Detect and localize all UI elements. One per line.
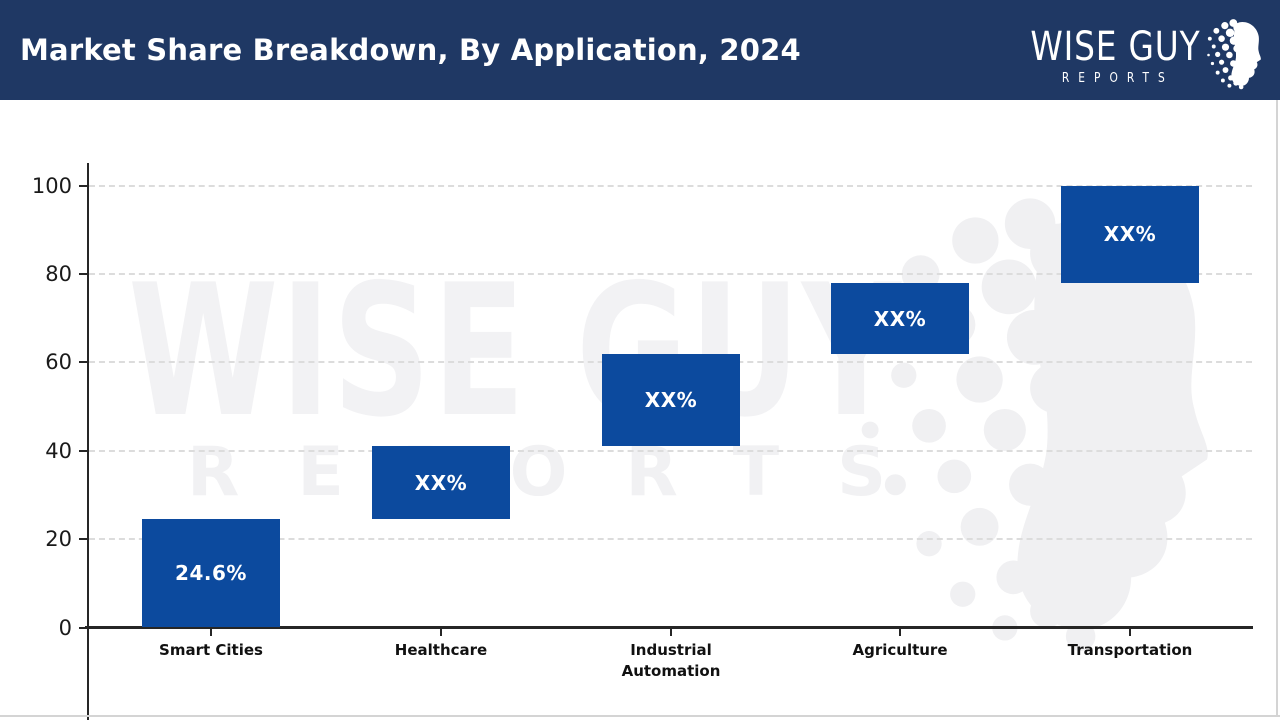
x-axis-tick <box>440 629 442 636</box>
x-axis-category-label-healthcare: Healthcare <box>394 641 488 659</box>
waterfall-bar-agriculture: XX% <box>831 282 969 355</box>
y-axis-tick <box>79 184 87 187</box>
logo-wordmark: WISE GUY <box>1029 24 1200 70</box>
y-axis-tick <box>79 449 87 452</box>
y-axis-line <box>87 163 89 720</box>
header-bar: Market Share Breakdown, By Application, … <box>0 0 1280 100</box>
chart-title: Market Share Breakdown, By Application, … <box>20 33 801 67</box>
x-axis-tick <box>899 629 901 636</box>
plot-area: WISE GUY REPORTS 0 20 40 60 80 100 24.6% XX% XX%… <box>0 100 1280 720</box>
waterfall-bar-smart-cities: 24.6% <box>142 518 280 628</box>
logo-sub-wordmark: REPORTS <box>1061 71 1174 86</box>
waterfall-bar-industrial-automation: XX% <box>602 354 740 447</box>
y-axis-tick <box>79 538 87 541</box>
chart-layer: 0 20 40 60 80 100 24.6% XX% XX% XX% XX% Smart Citie… <box>0 100 1280 720</box>
bar-value-label: XX% <box>1103 222 1157 247</box>
gridline-40 <box>89 449 1252 452</box>
watermark-wordmark: WISE GUY <box>128 245 903 457</box>
y-axis-tick <box>79 626 87 629</box>
bar-value-label: XX% <box>873 306 927 331</box>
y-axis-tick-label: 20 <box>45 527 72 552</box>
y-axis-tick-label: 60 <box>45 350 72 375</box>
x-axis-line <box>85 626 1253 629</box>
y-axis-tick <box>79 272 87 275</box>
y-axis-tick-label: 100 <box>31 173 72 198</box>
logo-wordmark-block: WISE GUY REPORTS <box>1030 27 1200 86</box>
y-axis-tick-label: 80 <box>45 261 72 286</box>
bar-value-label: XX% <box>414 470 468 495</box>
bar-value-label: 24.6% <box>175 561 247 586</box>
x-axis-category-label-smart-cities: Smart Cities <box>159 641 263 659</box>
gridline-20 <box>89 538 1252 541</box>
waterfall-bar-transportation: XX% <box>1061 185 1199 283</box>
wiseguy-head-icon <box>1207 19 1261 90</box>
x-axis-category-label-transportation: Transportation <box>1067 641 1193 659</box>
x-axis-tick <box>210 629 212 636</box>
wiseguy-logo: WISE GUY REPORTS <box>993 11 1264 91</box>
x-axis-tick <box>1129 629 1131 636</box>
waterfall-bar-healthcare: XX% <box>372 446 510 519</box>
bar-value-label: XX% <box>644 388 698 413</box>
frame-border-right <box>1276 100 1278 716</box>
frame-border-bottom <box>0 715 1280 717</box>
y-axis-tick-label: 40 <box>45 438 72 463</box>
x-axis-category-label-industrial-automation: Industrial Automation <box>621 641 721 680</box>
x-axis-category-label-agriculture: Agriculture <box>852 641 948 659</box>
y-axis-tick-label: 0 <box>58 615 72 640</box>
y-axis-tick <box>79 361 87 364</box>
x-axis-tick <box>670 629 672 636</box>
gridline-100 <box>89 184 1252 187</box>
gridline-80 <box>89 272 1252 275</box>
